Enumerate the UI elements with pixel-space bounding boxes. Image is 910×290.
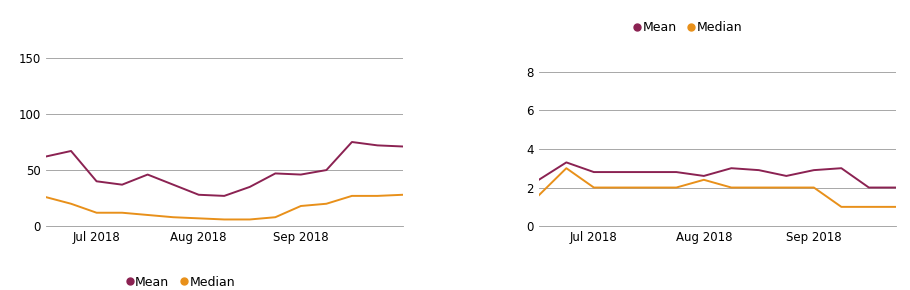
Legend: Mean, Median: Mean, Median	[123, 271, 240, 290]
Legend: Mean, Median: Mean, Median	[631, 16, 748, 39]
